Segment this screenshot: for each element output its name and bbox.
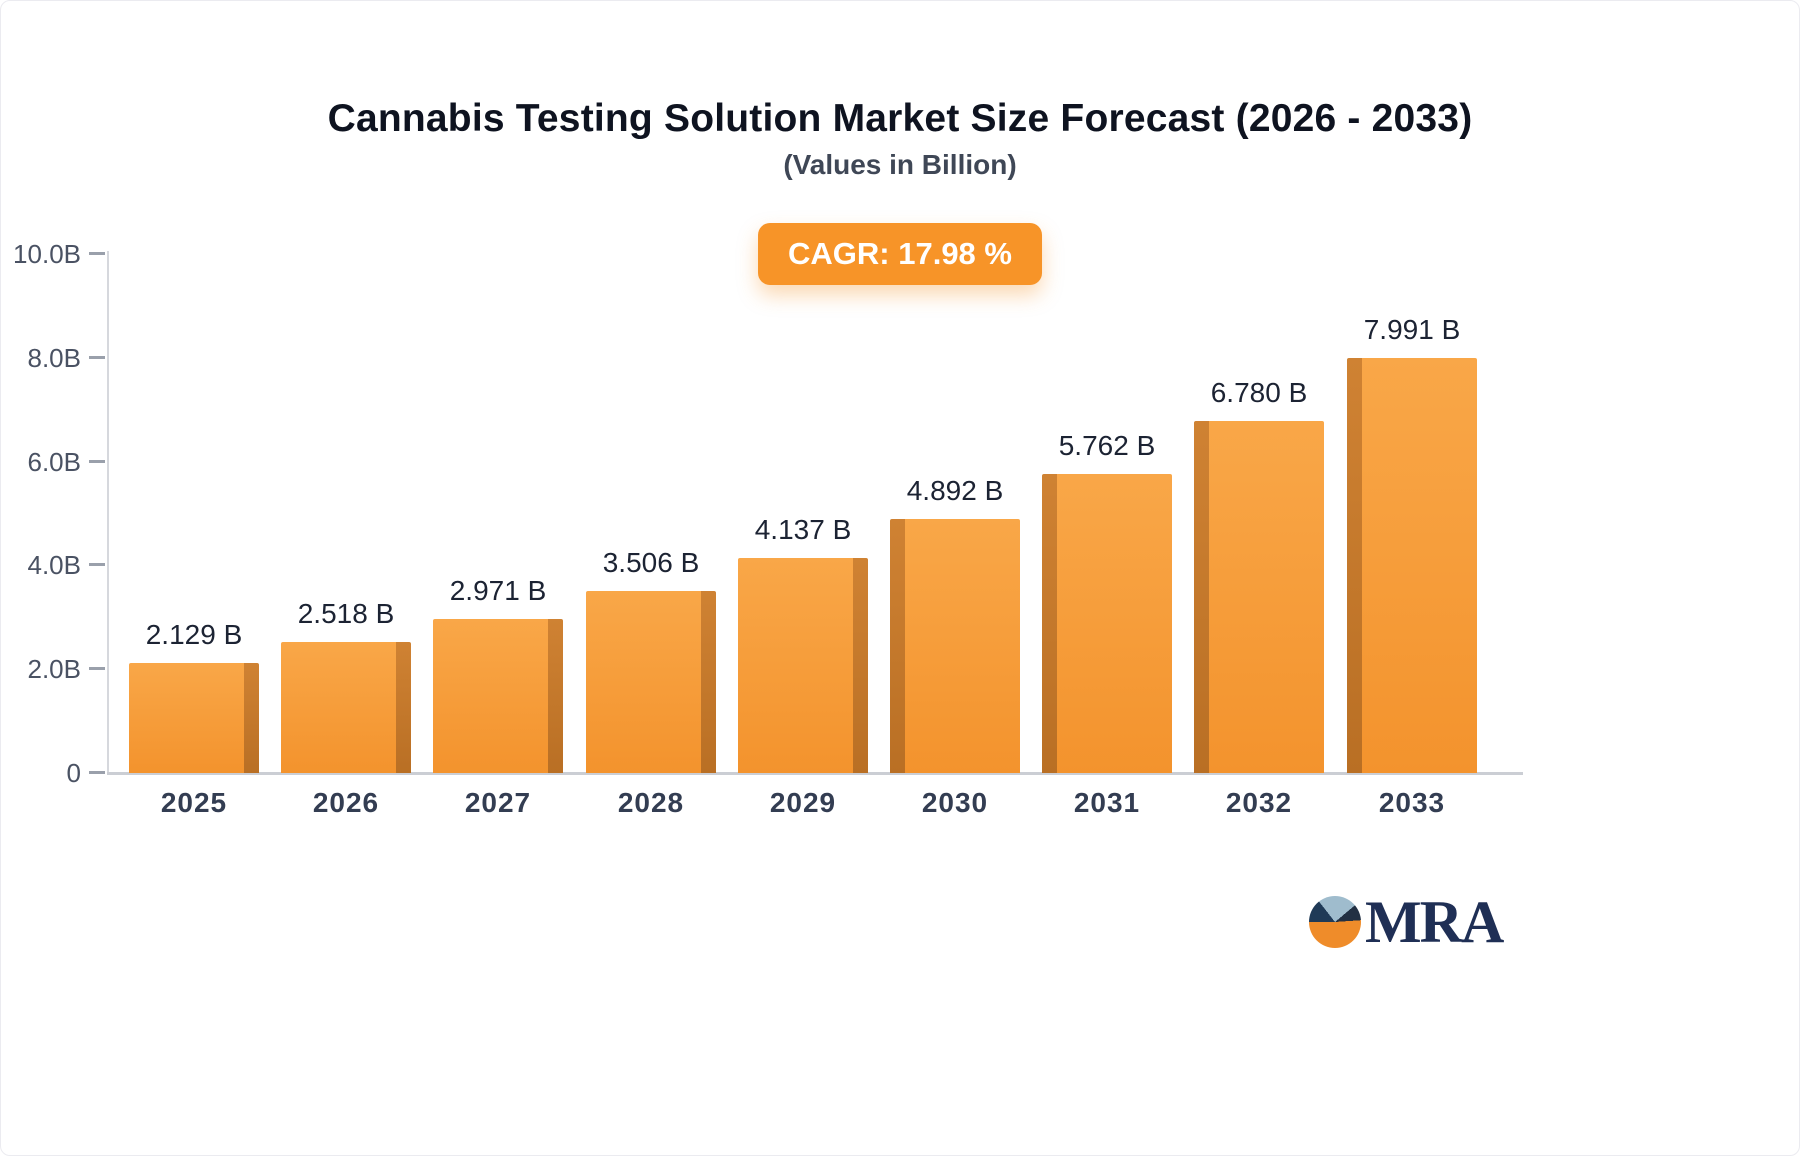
x-tick-label: 2031 (1073, 787, 1141, 818)
y-tick-label: 0 (66, 758, 81, 788)
bar-face (738, 558, 853, 773)
x-tick-label: 2032 (1225, 787, 1293, 818)
bar (281, 642, 411, 773)
cagr-badge: CAGR: 17.98 % (758, 223, 1042, 285)
y-axis (107, 251, 109, 774)
y-tick-dash (89, 460, 105, 463)
y-tick-label: 4.0B (27, 550, 82, 580)
x-tick-label: 2029 (769, 787, 837, 818)
y-tick-label: 2.0B (27, 654, 82, 684)
y-tick-dash (89, 667, 105, 670)
bar (890, 519, 1020, 773)
bar-face (905, 519, 1020, 773)
brand-logo-text: MRA (1365, 889, 1504, 955)
bar-value-label: 3.506 B (602, 547, 700, 578)
x-tick-label: 2033 (1378, 787, 1446, 818)
bar-value-label: 5.762 B (1058, 430, 1156, 461)
y-tick-label: 8.0B (27, 343, 82, 373)
page-subtitle: (Values in Billion) (783, 149, 1017, 180)
bar-value-label: 2.518 B (297, 598, 395, 629)
y-tick-dash (89, 356, 105, 359)
pie-logo-icon (1309, 896, 1361, 948)
bar-face (586, 591, 701, 773)
bar (433, 619, 563, 773)
bar-face (1209, 421, 1324, 773)
bar-face (1057, 474, 1172, 773)
bar-face (1362, 358, 1477, 773)
y-tick-dash (89, 252, 105, 255)
y-tick-label: 6.0B (27, 447, 82, 477)
x-axis (107, 772, 1523, 775)
x-tick-label: 2030 (921, 787, 989, 818)
x-tick-label: 2026 (312, 787, 380, 818)
bar-value-label: 4.892 B (906, 475, 1004, 506)
x-tick-label: 2028 (617, 787, 685, 818)
x-tick-label: 2027 (464, 787, 532, 818)
brand-logo: MRA (1309, 889, 1504, 955)
y-tick-dash (89, 771, 105, 774)
bar-side (548, 619, 563, 773)
bar-value-label: 7.991 B (1363, 314, 1461, 345)
bar-side (396, 642, 411, 773)
y-tick-dash (89, 563, 105, 566)
bar-value-label: 2.129 B (145, 619, 243, 650)
bar-side (853, 558, 868, 773)
bar-side (701, 591, 716, 773)
x-tick-label: 2025 (160, 787, 228, 818)
bar (1347, 358, 1477, 773)
bar-side (1042, 474, 1057, 773)
bar (1194, 421, 1324, 773)
bar (1042, 474, 1172, 773)
bar-value-label: 2.971 B (449, 575, 547, 606)
bar (129, 663, 259, 773)
bar (738, 558, 868, 773)
bar (586, 591, 716, 773)
bar-side (890, 519, 905, 773)
bar-value-label: 4.137 B (754, 514, 852, 545)
bar-side (244, 663, 259, 773)
bar-face (281, 642, 396, 773)
bar-face (433, 619, 548, 773)
bar-side (1347, 358, 1362, 773)
bar-side (1194, 421, 1209, 773)
page-title: Cannabis Testing Solution Market Size Fo… (327, 97, 1473, 140)
y-tick-label: 10.0B (13, 239, 81, 269)
bar-value-label: 6.780 B (1210, 377, 1308, 408)
bar-face (129, 663, 244, 773)
